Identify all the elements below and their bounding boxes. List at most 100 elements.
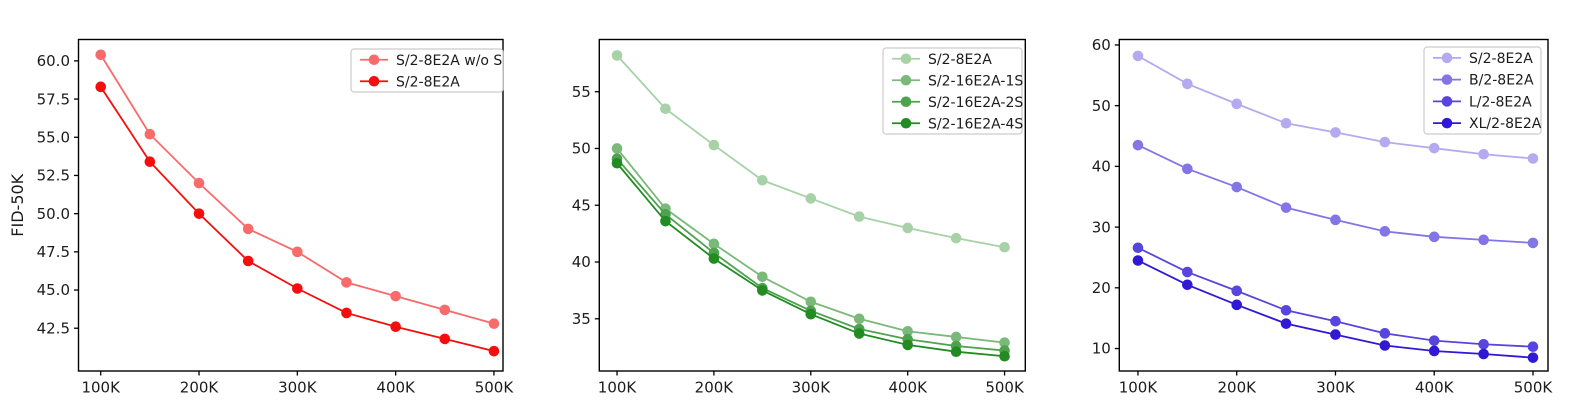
y-tick-label: 42.5 — [37, 319, 70, 337]
subplot-2: 100K 200K 300K 400K 500K3540455055S/2-8E2AS/… — [572, 38, 1026, 397]
data-point — [1379, 340, 1391, 351]
legend-box — [1423, 46, 1542, 135]
data-point — [390, 321, 401, 332]
data-point — [1527, 341, 1539, 353]
legend-label: S/2-8E2A — [396, 74, 460, 90]
x-tick-label: 100K — [598, 379, 638, 397]
data-point — [95, 49, 107, 61]
legend-entry: B/2-8E2A — [1433, 73, 1534, 89]
series-line — [1137, 144, 1534, 244]
y-tick-label: 35 — [572, 310, 591, 328]
legend: S/2-8E2A B/2-8E2A L/2-8E2A XL/2-8E2A — [1423, 46, 1542, 135]
data-point — [757, 285, 768, 296]
x-tick-label: 500K — [475, 379, 515, 397]
data-point — [1428, 142, 1440, 154]
legend-entry: S/2-8E2A — [892, 52, 992, 68]
data-point — [999, 241, 1010, 253]
data-point — [1527, 352, 1539, 363]
x-tick-label: 400K — [1415, 379, 1455, 397]
legend-entry: L/2-8E2A — [1433, 94, 1532, 110]
data-point — [1428, 335, 1440, 346]
data-point — [1182, 279, 1193, 291]
legend-marker — [368, 75, 380, 87]
data-point — [902, 325, 913, 337]
data-point — [950, 346, 962, 358]
legend-marker — [1441, 117, 1453, 129]
data-point — [611, 50, 623, 61]
subplot-1: 100K 200K 300K 400K 500K 42.5 45.0 47.5 50.0 52.5… — [8, 38, 515, 397]
legend-label: S/2-16E2A-1S — [928, 73, 1023, 89]
x-tick-label: 300K — [278, 379, 318, 397]
data-point — [1182, 163, 1193, 175]
legend: S/2-8E2A w/o S S/2-8E2A — [350, 48, 504, 93]
subplot-3: 100K 200K 300K 400K 500K 10 20 30 40 50 60 S/2-8E2A… — [1092, 36, 1554, 396]
data-point — [1527, 153, 1539, 164]
data-point — [1428, 231, 1440, 243]
data-point — [902, 339, 913, 351]
data-point — [1182, 78, 1193, 90]
data-point — [341, 307, 352, 319]
data-point — [1330, 127, 1341, 138]
y-tick-label: 20 — [1092, 279, 1111, 297]
data-point — [390, 290, 401, 302]
legend-label: XL/2-8E2A — [1469, 116, 1542, 132]
data-point — [950, 232, 962, 244]
data-point — [144, 156, 156, 168]
legend-label: B/2-8E2A — [1469, 73, 1534, 89]
legend-marker — [368, 54, 380, 66]
legend-label: L/2-8E2A — [1469, 94, 1532, 110]
data-point — [1428, 345, 1440, 357]
legend-marker — [900, 117, 912, 129]
data-point — [1132, 50, 1144, 62]
x-tick-label: 500K — [1514, 379, 1554, 397]
data-point — [999, 337, 1010, 348]
y-tick-label: 55.0 — [37, 128, 70, 146]
data-point — [1280, 318, 1292, 329]
data-point — [1478, 338, 1489, 350]
y-tick-label: 40 — [572, 253, 591, 271]
data-point — [488, 345, 500, 357]
legend-marker — [1441, 74, 1453, 85]
legend-label: S/2-16E2A-4S — [928, 116, 1023, 132]
data-point — [1231, 98, 1243, 110]
data-point — [1231, 181, 1243, 193]
y-tick-label: 50 — [572, 140, 591, 158]
data-point — [1280, 304, 1292, 316]
y-tick-label: 47.5 — [37, 243, 70, 261]
data-point — [439, 333, 451, 345]
data-point — [1478, 348, 1489, 360]
data-point — [1280, 117, 1292, 129]
data-point — [805, 296, 817, 308]
data-point — [193, 177, 205, 189]
legend-label: S/2-8E2A — [928, 52, 992, 68]
series-line — [616, 162, 1005, 358]
data-point — [757, 271, 768, 283]
y-tick-label: 60.0 — [37, 52, 70, 70]
data-point — [1330, 315, 1341, 327]
y-tick-label: 50.0 — [37, 205, 70, 223]
y-tick-label: 57.5 — [37, 90, 70, 108]
x-tick-label: 100K — [81, 379, 121, 397]
legend-entry: S/2-8E2A w/o S — [360, 53, 502, 69]
y-tick-label: 30 — [1092, 218, 1111, 236]
data-point — [999, 350, 1010, 362]
y-tick-label: 40 — [1092, 158, 1111, 176]
data-point — [1379, 136, 1391, 148]
data-point — [1379, 226, 1391, 237]
data-point — [1231, 299, 1243, 311]
y-axis-label: FID-50K — [8, 173, 27, 236]
data-point — [193, 208, 205, 219]
data-point — [144, 128, 156, 140]
axes-frame — [77, 38, 504, 372]
x-tick-label: 200K — [1217, 379, 1257, 397]
series-line — [616, 158, 1005, 352]
data-point — [708, 238, 720, 250]
data-point — [1280, 202, 1292, 213]
x-tick-label: 400K — [376, 379, 416, 397]
data-point — [1132, 139, 1144, 151]
legend-label: S/2-16E2A-2S — [928, 95, 1023, 111]
data-point — [1330, 329, 1341, 340]
legend-marker — [900, 53, 912, 65]
x-tick-label: 200K — [695, 379, 735, 397]
